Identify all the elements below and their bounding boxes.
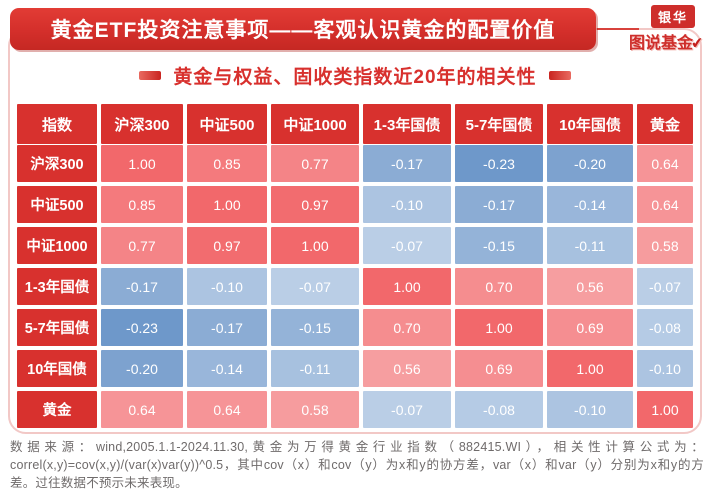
matrix-cell: 0.56 bbox=[363, 350, 451, 387]
matrix-cell: 0.69 bbox=[547, 309, 633, 346]
matrix-cell: -0.23 bbox=[455, 145, 543, 182]
banner-connector-line bbox=[597, 28, 639, 30]
row-header: 沪深300 bbox=[17, 145, 97, 182]
title-banner: 黄金ETF投资注意事项——客观认识黄金的配置价值 bbox=[10, 8, 596, 50]
matrix-cell: 1.00 bbox=[455, 309, 543, 346]
matrix-cell: 1.00 bbox=[271, 227, 359, 264]
matrix-cell: 1.00 bbox=[187, 186, 267, 223]
row-header: 黄金 bbox=[17, 391, 97, 428]
matrix-cell: -0.11 bbox=[271, 350, 359, 387]
footer-disclaimer: 数据来源：wind,2005.1.1-2024.11.30,黄金为万得黄金行业指… bbox=[10, 440, 704, 491]
matrix-cell: 0.70 bbox=[363, 309, 451, 346]
matrix-cell: 0.85 bbox=[187, 145, 267, 182]
table-corner-header: 指数 bbox=[17, 104, 97, 144]
matrix-cell: -0.07 bbox=[637, 268, 693, 305]
column-header: 中证1000 bbox=[271, 104, 359, 144]
matrix-cell: 1.00 bbox=[363, 268, 451, 305]
matrix-cell: 0.77 bbox=[271, 145, 359, 182]
matrix-cell: 0.64 bbox=[187, 391, 267, 428]
matrix-cell: 0.97 bbox=[187, 227, 267, 264]
matrix-cell: -0.20 bbox=[547, 145, 633, 182]
matrix-cell: 0.64 bbox=[101, 391, 183, 428]
subtitle-right-dash-icon bbox=[548, 71, 571, 80]
correlation-heatmap-table: 指数 沪深300 中证500 中证1000 1-3年国债 5-7年国债 10年国债 黄金 沪深3… bbox=[17, 104, 693, 428]
column-header: 1-3年国债 bbox=[363, 104, 451, 144]
matrix-cell: -0.07 bbox=[363, 391, 451, 428]
matrix-cell: -0.14 bbox=[187, 350, 267, 387]
matrix-cell: -0.17 bbox=[187, 309, 267, 346]
brand-series-text: 图说基金 bbox=[629, 35, 694, 52]
matrix-cell: 0.85 bbox=[101, 186, 183, 223]
content-card: 黄金与权益、固收类指数近20年的相关性 指数 沪深300 中证500 中证1000 1-… bbox=[8, 28, 702, 434]
column-header: 10年国债 bbox=[547, 104, 633, 144]
matrix-cell: 1.00 bbox=[547, 350, 633, 387]
column-header: 中证500 bbox=[187, 104, 267, 144]
matrix-cell: -0.15 bbox=[455, 227, 543, 264]
matrix-cell: -0.08 bbox=[637, 309, 693, 346]
row-header: 5-7年国债 bbox=[17, 309, 97, 346]
subtitle-text: 黄金与权益、固收类指数近20年的相关性 bbox=[173, 67, 537, 88]
matrix-cell: -0.17 bbox=[363, 145, 451, 182]
subtitle-left-dash-icon bbox=[139, 71, 162, 80]
row-header: 10年国债 bbox=[17, 350, 97, 387]
matrix-cell: -0.17 bbox=[101, 268, 183, 305]
matrix-cell: -0.20 bbox=[101, 350, 183, 387]
matrix-cell: -0.07 bbox=[363, 227, 451, 264]
matrix-cell: -0.10 bbox=[187, 268, 267, 305]
matrix-cell: -0.14 bbox=[547, 186, 633, 223]
matrix-cell: -0.10 bbox=[547, 391, 633, 428]
matrix-cell: -0.11 bbox=[547, 227, 633, 264]
matrix-cell: 0.70 bbox=[455, 268, 543, 305]
matrix-cell: 1.00 bbox=[101, 145, 183, 182]
matrix-cell: -0.07 bbox=[271, 268, 359, 305]
brand-series: 图说基金✔ bbox=[629, 29, 705, 53]
matrix-cell: -0.23 bbox=[101, 309, 183, 346]
matrix-cell: -0.15 bbox=[271, 309, 359, 346]
matrix-cell: 0.69 bbox=[455, 350, 543, 387]
matrix-cell: -0.08 bbox=[455, 391, 543, 428]
row-header: 1-3年国债 bbox=[17, 268, 97, 305]
page-title: 黄金ETF投资注意事项——客观认识黄金的配置价值 bbox=[50, 19, 556, 42]
matrix-cell: 0.56 bbox=[547, 268, 633, 305]
matrix-cell: 0.77 bbox=[101, 227, 183, 264]
column-header: 沪深300 bbox=[101, 104, 183, 144]
matrix-cell: -0.10 bbox=[363, 186, 451, 223]
column-header: 5-7年国债 bbox=[455, 104, 543, 144]
brand-name: 银华 bbox=[650, 5, 695, 28]
matrix-cell: 0.64 bbox=[637, 145, 693, 182]
checkmark-icon: ✔ bbox=[690, 34, 705, 53]
brand-logo: 银华 图说基金✔ bbox=[629, 5, 705, 53]
matrix-cell: -0.17 bbox=[455, 186, 543, 223]
matrix-cell: 0.58 bbox=[271, 391, 359, 428]
matrix-cell: -0.10 bbox=[637, 350, 693, 387]
row-header: 中证500 bbox=[17, 186, 97, 223]
row-header: 中证1000 bbox=[17, 227, 97, 264]
matrix-cell: 0.58 bbox=[637, 227, 693, 264]
matrix-cell: 1.00 bbox=[637, 391, 693, 428]
column-header: 黄金 bbox=[637, 104, 693, 144]
matrix-cell: 0.97 bbox=[271, 186, 359, 223]
subtitle-row: 黄金与权益、固收类指数近20年的相关性 bbox=[10, 62, 700, 89]
matrix-cell: 0.64 bbox=[637, 186, 693, 223]
